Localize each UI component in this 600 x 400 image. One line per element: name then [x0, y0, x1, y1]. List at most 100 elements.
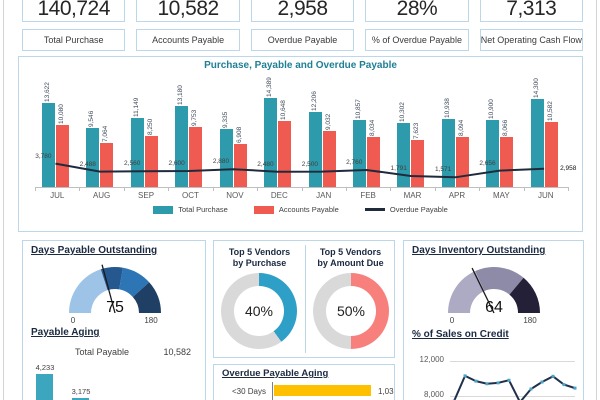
kpi-row: 140,724 Total Purchase 10,582 Accounts P… [22, 0, 584, 54]
gauge-segment [132, 282, 161, 313]
x-axis-tick [523, 187, 525, 191]
x-axis-label: FEB [360, 191, 376, 200]
accounts-payable-bar [144, 136, 158, 187]
overdue-payable-line [55, 162, 545, 179]
gauge-segment [69, 269, 108, 313]
kpi-pct-overdue-payable: 28% % of Overdue Payable [365, 0, 469, 54]
donut-title-line1: Top 5 Vendors [319, 247, 382, 257]
chart-title: Purchase, Payable and Overdue Payable [204, 60, 397, 71]
dpo-gauge-max: 180 [144, 316, 158, 325]
x-axis [35, 187, 568, 188]
overdue-aging-bar [274, 385, 371, 396]
overdue-payable-point-label: 3,780 [35, 152, 52, 160]
overdue-payable-point-label: 2,500 [301, 160, 318, 168]
x-axis-tick [301, 187, 303, 191]
total-purchase-bar [42, 102, 55, 187]
page-left-edge [3, 0, 4, 400]
total-purchase-bar [219, 129, 233, 187]
overdue-aging-title: Overdue Payable Aging [222, 368, 329, 379]
payable-aging-bar-label: 4,233 [35, 362, 55, 372]
total-purchase-bar [86, 128, 100, 187]
overdue-payable-point-label: 2,760 [346, 158, 363, 166]
kpi-label: % of Overdue Payable [365, 29, 469, 51]
gauge-segment [475, 267, 524, 295]
legend-label: Accounts Payable [278, 205, 339, 214]
overdue-payable-point-label: 2,560 [124, 160, 141, 168]
x-axis-tick [35, 187, 36, 191]
panel-divider [305, 245, 306, 353]
sales-on-credit-marker [529, 387, 533, 391]
kpi-net-operating-cash-flow: 7,313 Net Operating Cash Flow [479, 0, 584, 54]
donut-title-line2: by Amount Due [317, 258, 384, 268]
accounts-payable-bar [233, 144, 247, 187]
dio-gauge [414, 259, 574, 322]
total-purchase-bar [130, 118, 144, 187]
sales-on-credit-line [453, 374, 576, 400]
accounts-payable-bar [500, 137, 514, 187]
donut-percent: 40% [244, 303, 274, 319]
x-axis-label: SEP [138, 191, 155, 200]
x-axis-label: NOV [226, 191, 244, 200]
kpi-label: Accounts Payable [136, 29, 240, 51]
x-axis-label: APR [448, 191, 466, 200]
kpi-value: 7,313 [479, 0, 584, 22]
total-purchase-bar [441, 119, 455, 187]
gauge-needle [101, 264, 116, 314]
dpo-gauge-min: 0 [70, 316, 76, 325]
payable-aging-bar-label: 3,175 [71, 386, 91, 396]
x-axis-label: MAY [492, 191, 510, 200]
x-axis-label: JAN [316, 191, 332, 200]
x-axis-label: DEC [270, 191, 288, 200]
sales-on-credit-marker [551, 374, 555, 378]
top5-vendors-panel: Top 5 Vendors by Purchase 40% Top 5 Vend… [213, 240, 395, 358]
sales-on-credit-marker [485, 382, 489, 386]
x-axis-tick [345, 187, 347, 191]
purchase-payable-plot-area: 13,622 10,080 JUL 9,546 7,064 AUG 11,149 8,250 S… [19, 57, 582, 231]
kpi-label: Net Operating Cash Flow [479, 29, 584, 51]
overdue-aging-category: <30 Days [231, 387, 266, 396]
purchase-donut-chart: 40% [221, 273, 297, 349]
dio-title: Days Inventory Outstanding [412, 245, 546, 256]
overdue-payable-point-label: 2,656 [479, 159, 496, 167]
overdue-payable-swatch [364, 208, 385, 211]
kpi-accounts-payable: 10,582 Accounts Payable [136, 0, 240, 54]
x-axis-tick [479, 187, 481, 191]
kpi-label: Total Purchase [22, 29, 126, 51]
overdue-aging-value: 1,035 [378, 387, 394, 396]
top5-by-purchase: Top 5 Vendors by Purchase 40% [214, 241, 305, 357]
x-axis-label: MAR [403, 191, 422, 200]
dpo-title: Days Payable Outstanding [31, 245, 158, 256]
accounts-payable-bar [278, 121, 292, 187]
sales-on-credit-title: % of Sales on Credit [412, 329, 509, 340]
x-axis-tick [168, 187, 170, 191]
gauge-segment [119, 267, 150, 297]
x-axis-tick [434, 187, 436, 191]
accounts-payable-bar [56, 124, 69, 187]
donut-title: Top 5 Vendors by Purchase [214, 247, 305, 269]
dpo-gauge [35, 259, 195, 322]
accounts-payable-bar [544, 121, 558, 187]
sales-on-credit-marker [507, 378, 511, 382]
accounts-payable-bar [322, 131, 336, 187]
total-payable-label: Total Payable [75, 347, 130, 357]
x-axis-tick [212, 187, 214, 191]
y-tick-8000: 8,000 [423, 390, 444, 399]
accounts-payable-bar [366, 137, 380, 187]
payable-aging-bar [72, 397, 89, 400]
gauge-segment [509, 277, 540, 313]
overdue-payable-point-label: 2,480 [257, 160, 274, 168]
sales-on-credit-marker [540, 380, 544, 384]
donut-title-line2: by Purchase [232, 258, 287, 268]
x-axis-tick [257, 187, 259, 191]
total-purchase-swatch [153, 205, 174, 214]
x-axis-tick [123, 187, 125, 191]
kpi-value: 28% [365, 0, 469, 22]
dio-gauge-value: 64 [485, 299, 503, 316]
sales-on-credit-marker [562, 383, 566, 387]
overdue-aging-axis [272, 382, 273, 400]
sales-on-credit-marker [573, 386, 577, 390]
donut-title: Top 5 Vendors by Amount Due [305, 247, 394, 269]
overdue-payable-point-label: 2,488 [79, 160, 96, 168]
total-payable-value: 10,582 [163, 347, 191, 357]
